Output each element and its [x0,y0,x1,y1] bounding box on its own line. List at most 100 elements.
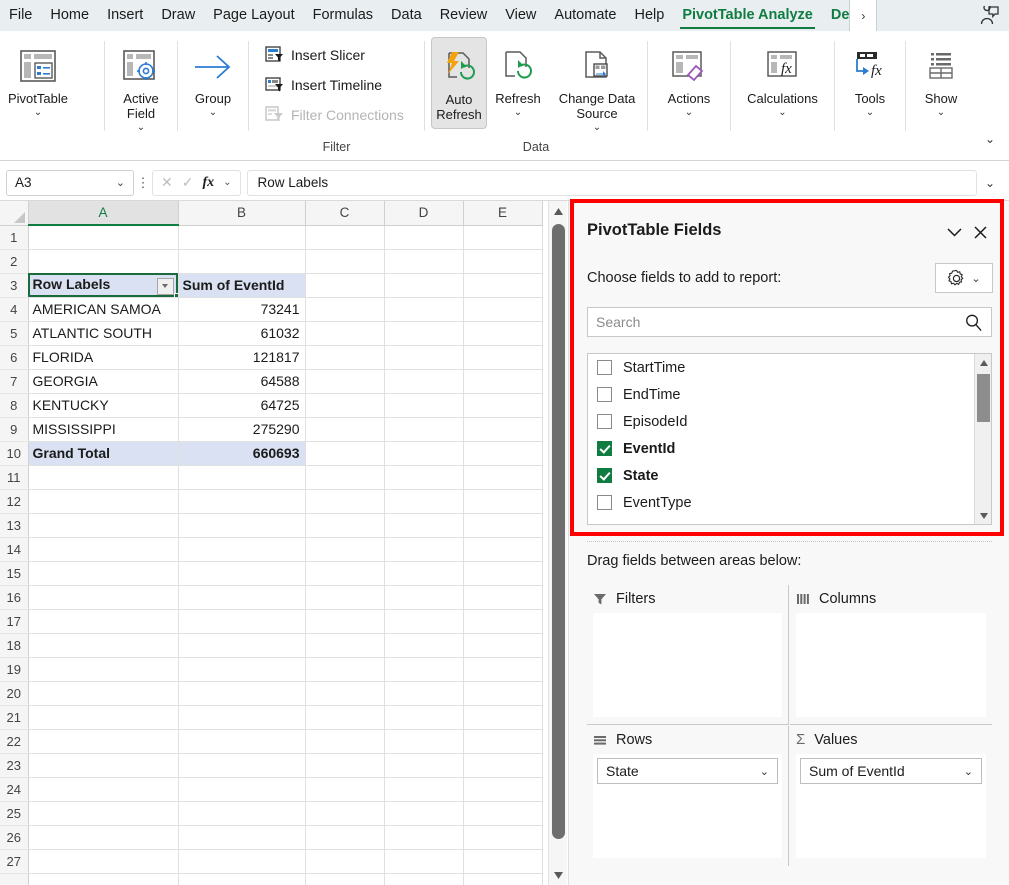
cell-c13[interactable] [305,513,385,538]
row-header-9[interactable]: 9 [0,417,29,442]
cell-a9[interactable]: MISSISSIPPI [28,417,179,442]
cell-e6[interactable] [463,345,543,370]
cell-c22[interactable] [305,729,385,754]
cell-d17[interactable] [384,609,464,634]
cell-b2[interactable] [178,249,306,274]
pivottable-caret-icon[interactable]: ⌄ [33,107,43,118]
cell-a19[interactable] [28,657,179,682]
formula-bar-expand-button[interactable]: ⌄ [984,175,996,190]
tab-automate[interactable]: Automate [554,7,617,23]
field-checkbox-episodeid[interactable] [597,414,612,429]
cell-b23[interactable] [178,753,306,778]
row-header-25[interactable]: 25 [0,801,29,826]
cell-c15[interactable] [305,561,385,586]
area-columns[interactable]: Columns [790,585,992,725]
cell-a14[interactable] [28,537,179,562]
column-header-b[interactable]: B [178,201,306,226]
cell-b20[interactable] [178,681,306,706]
cell-e3[interactable] [463,273,543,298]
row-header-8[interactable]: 8 [0,393,29,418]
cell-a7[interactable]: GEORGIA [28,369,179,394]
cell-b9[interactable]: 275290 [178,417,306,442]
cell-d14[interactable] [384,537,464,562]
row-header-5[interactable]: 5 [0,321,29,346]
cell-a18[interactable] [28,633,179,658]
cell-b26[interactable] [178,825,306,850]
field-checkbox-state[interactable] [597,468,612,483]
cancel-formula-button[interactable]: ✕ [161,174,173,190]
cell-c23[interactable] [305,753,385,778]
cell-a5[interactable]: ATLANTIC SOUTH [28,321,179,346]
tab-home[interactable]: Home [50,7,90,23]
cell-d11[interactable] [384,465,464,490]
area-columns-dropzone[interactable] [796,613,986,717]
cell-d26[interactable] [384,825,464,850]
row-header-2[interactable]: 2 [0,249,29,274]
cell-a22[interactable] [28,729,179,754]
calculations-caret-icon[interactable]: ⌄ [778,107,787,118]
cell-d6[interactable] [384,345,464,370]
cell-d8[interactable] [384,393,464,418]
refresh-caret-icon[interactable]: ⌄ [513,107,523,118]
active-field-caret-icon[interactable]: ⌄ [136,122,146,133]
tab-page-layout[interactable]: Page Layout [213,7,295,23]
tab-draw[interactable]: Draw [161,7,196,23]
values-field-chip-sum-of-eventid[interactable]: Sum of EventId ⌄ [800,758,982,784]
cell-a21[interactable] [28,705,179,730]
active-field-button[interactable]: Active Field ⌄ [105,37,177,133]
cell-d20[interactable] [384,681,464,706]
cell-a6[interactable]: FLORIDA [28,345,179,370]
tab-review[interactable]: Review [439,7,488,23]
cell-b27[interactable] [178,849,306,874]
row-header-26[interactable]: 26 [0,825,29,850]
panel-close-button[interactable] [967,221,993,243]
cell-c27[interactable] [305,849,385,874]
pivottable-button[interactable]: PivotTable ⌄ [0,37,76,129]
cell-c4[interactable] [305,297,385,322]
cell-e8[interactable] [463,393,543,418]
cell-d28[interactable] [384,873,464,885]
rows-field-chip-caret-icon[interactable]: ⌄ [759,765,769,778]
insert-timeline-button[interactable]: Insert Timeline [259,70,388,100]
cell-c1[interactable] [305,225,385,250]
column-header-a[interactable]: A [28,201,179,226]
area-filters-dropzone[interactable] [593,613,782,717]
field-item-state[interactable]: State [588,462,991,489]
cell-c3[interactable] [305,273,385,298]
cell-c24[interactable] [305,777,385,802]
row-header-27[interactable]: 27 [0,849,29,874]
cell-e19[interactable] [463,657,543,682]
cell-d18[interactable] [384,633,464,658]
cell-e14[interactable] [463,537,543,562]
cell-c20[interactable] [305,681,385,706]
refresh-button[interactable]: Refresh ⌄ [487,37,549,129]
cell-e1[interactable] [463,225,543,250]
cell-c25[interactable] [305,801,385,826]
scroll-down-arrow-icon[interactable] [549,865,568,885]
field-list-scrollbar-thumb[interactable] [977,374,990,422]
column-header-d[interactable]: D [384,201,464,226]
cell-b25[interactable] [178,801,306,826]
cell-e22[interactable] [463,729,543,754]
cell-e15[interactable] [463,561,543,586]
cell-b24[interactable] [178,777,306,802]
cell-e25[interactable] [463,801,543,826]
insert-function-caret-icon[interactable]: ⌄ [223,177,232,188]
cell-d2[interactable] [384,249,464,274]
cell-e11[interactable] [463,465,543,490]
area-values-dropzone[interactable]: Sum of EventId ⌄ [796,754,986,858]
cell-a15[interactable] [28,561,179,586]
formula-input[interactable]: Row Labels [246,169,977,196]
cell-e23[interactable] [463,753,543,778]
cell-c16[interactable] [305,585,385,610]
cell-c6[interactable] [305,345,385,370]
tab-file[interactable]: File [9,7,33,23]
column-header-e[interactable]: E [463,201,543,226]
cell-c10[interactable] [305,441,385,466]
row-header-16[interactable]: 16 [0,585,29,610]
cell-a3[interactable]: Row Labels [28,273,179,298]
cell-a16[interactable] [28,585,179,610]
calculations-button[interactable]: fx Calculations ⌄ [731,37,834,129]
field-checkbox-starttime[interactable] [597,360,612,375]
panel-options-caret-icon[interactable]: ⌄ [971,272,981,285]
